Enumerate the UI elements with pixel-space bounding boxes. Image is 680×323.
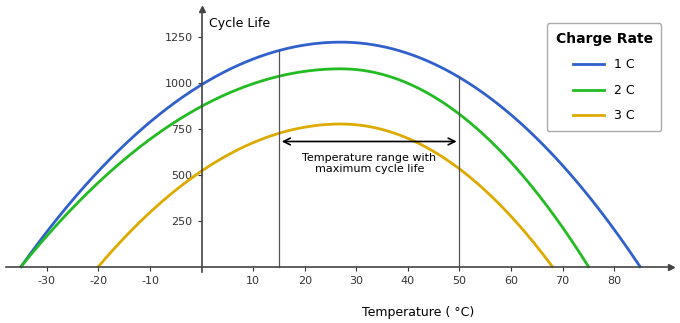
1 C bbox=[17, 265, 25, 268]
2 C bbox=[337, 67, 345, 71]
1 C bbox=[552, 156, 560, 160]
1 C bbox=[636, 265, 644, 268]
1 C bbox=[20, 260, 29, 264]
3 C bbox=[337, 122, 345, 126]
2 C bbox=[498, 151, 507, 155]
3 C bbox=[489, 196, 497, 200]
2 C bbox=[584, 265, 592, 268]
Line: 3 C: 3 C bbox=[99, 124, 552, 266]
2 C bbox=[17, 265, 25, 268]
Legend: 1 C, 2 C, 3 C: 1 C, 2 C, 3 C bbox=[547, 23, 662, 131]
1 C bbox=[532, 136, 541, 140]
3 C bbox=[330, 122, 339, 126]
X-axis label: Temperature ( °C): Temperature ( °C) bbox=[362, 306, 474, 319]
2 C bbox=[174, 118, 182, 122]
2 C bbox=[20, 261, 29, 265]
2 C bbox=[392, 77, 400, 81]
3 C bbox=[475, 183, 483, 187]
3 C bbox=[95, 265, 103, 268]
2 C bbox=[515, 169, 523, 173]
3 C bbox=[97, 262, 105, 266]
2 C bbox=[328, 67, 337, 71]
1 C bbox=[174, 98, 182, 102]
Text: Cycle Life: Cycle Life bbox=[209, 17, 271, 30]
1 C bbox=[403, 51, 411, 55]
3 C bbox=[548, 265, 556, 268]
Text: Temperature range with
maximum cycle life: Temperature range with maximum cycle lif… bbox=[302, 152, 437, 174]
Line: 2 C: 2 C bbox=[21, 69, 588, 266]
Line: 1 C: 1 C bbox=[21, 42, 640, 266]
3 C bbox=[384, 129, 392, 133]
1 C bbox=[328, 40, 337, 44]
1 C bbox=[337, 40, 345, 44]
3 C bbox=[214, 159, 222, 163]
